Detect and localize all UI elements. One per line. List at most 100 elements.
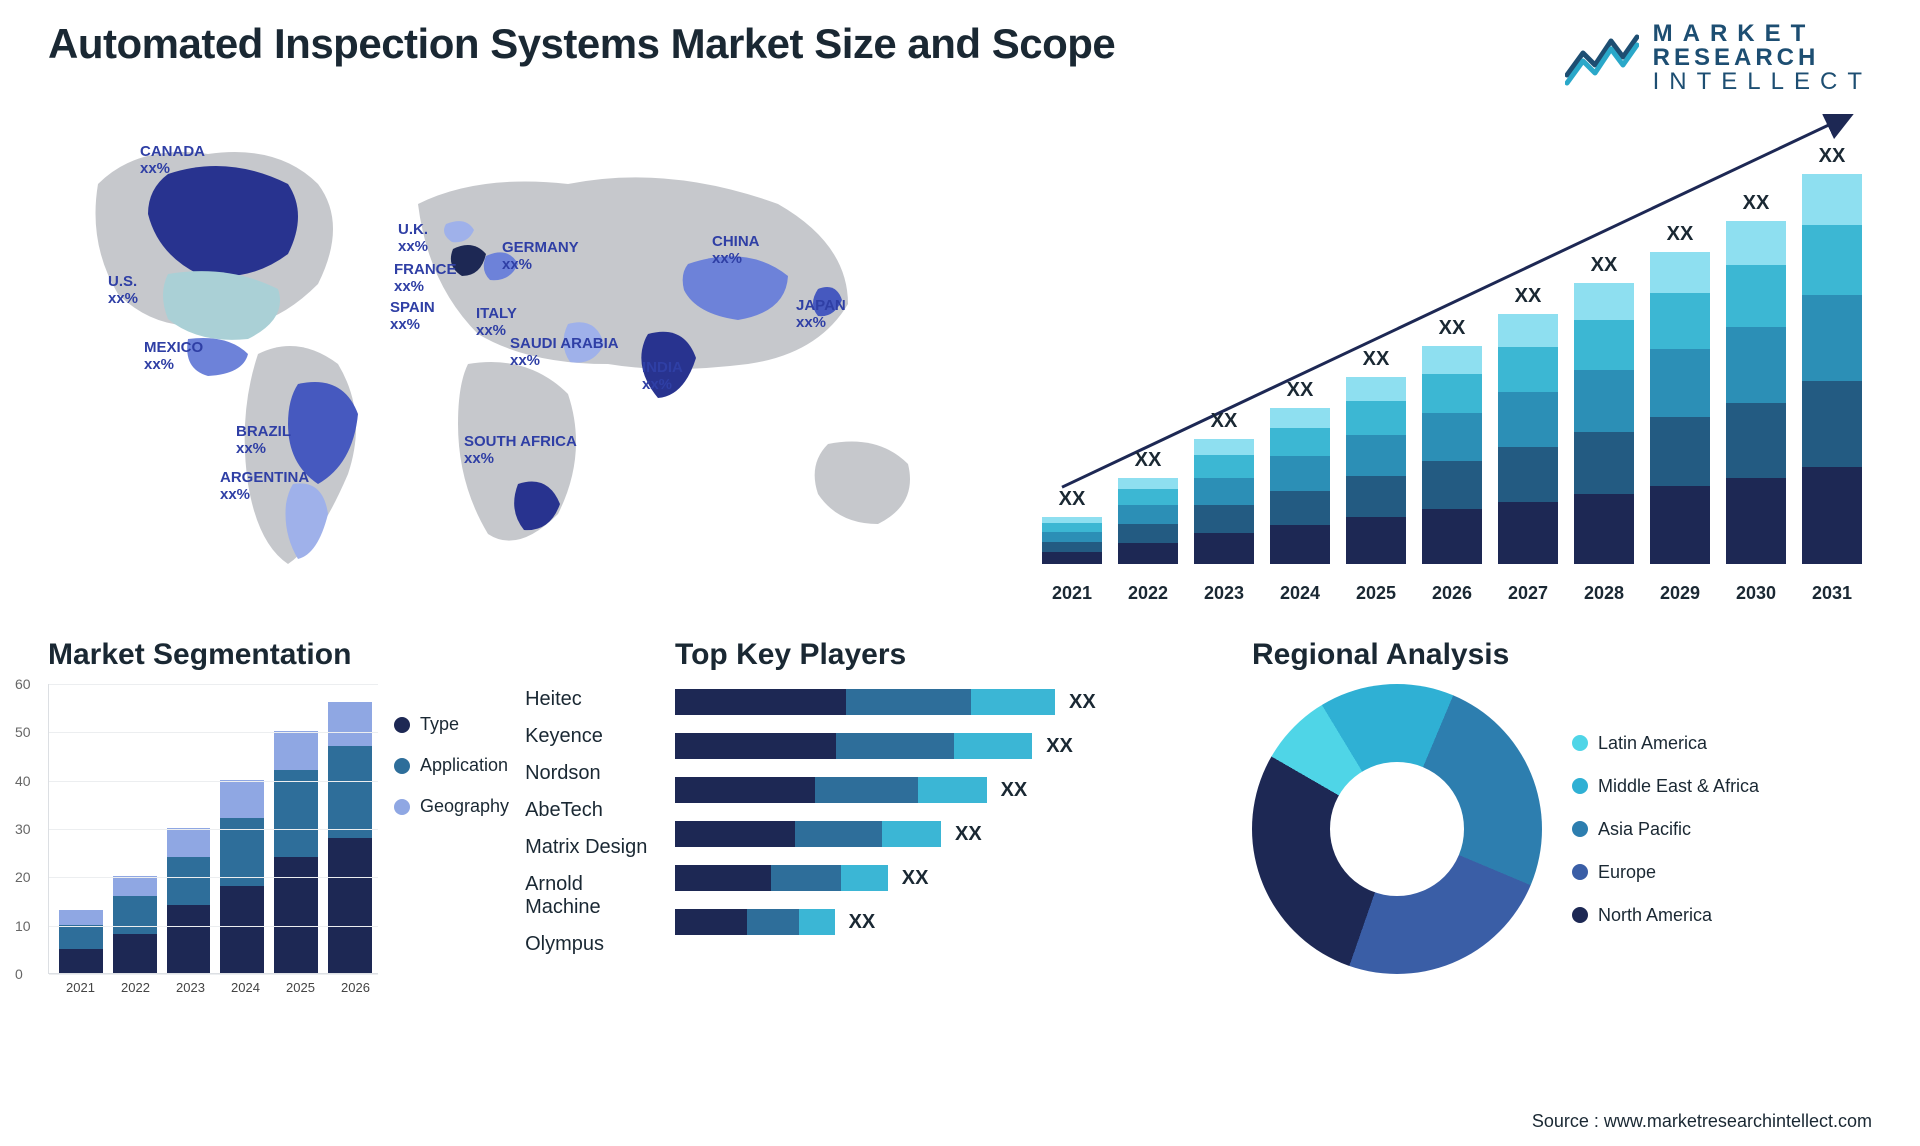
key-player-bar-seg [815,777,918,803]
key-player-bar-seg [954,733,1033,759]
forecast-bar-value-2022: XX [1135,449,1162,472]
forecast-xlabel-2029: 2029 [1650,583,1710,604]
key-player-value: XX [1069,691,1096,714]
forecast-bar-2025: XX [1346,348,1406,564]
legend-label: Geography [420,796,509,817]
forecast-xlabel-2022: 2022 [1118,583,1178,604]
map-label-japan: JAPANxx% [796,298,846,331]
forecast-bar-seg [1346,401,1406,435]
map-label-u-s-: U.S.xx% [108,274,138,307]
map-label-germany: GERMANYxx% [502,240,579,273]
forecast-bar-seg [1574,320,1634,371]
map-label-mexico: MEXICOxx% [144,340,203,373]
seg-bar-segment [113,934,157,973]
forecast-xlabel-2023: 2023 [1194,583,1254,604]
seg-xlabel-2021: 2021 [58,980,103,995]
legend-swatch [1572,907,1588,923]
key-player-bar-seg [675,689,846,715]
legend-label: Middle East & Africa [1598,776,1759,797]
forecast-bar-value-2028: XX [1591,254,1618,277]
key-player-bar-seg [882,821,941,847]
forecast-bar-seg [1726,265,1786,327]
company-list-item: AbeTech [525,799,658,822]
seg-ytick: 20 [15,869,31,885]
footer-source: Source : www.marketresearchintellect.com [1532,1111,1872,1132]
seg-ytick: 10 [15,918,31,934]
forecast-xlabel-2028: 2028 [1574,583,1634,604]
key-players-title: Top Key Players [675,638,1235,672]
seg-bar-2025 [274,731,318,973]
seg-bar-segment [59,949,103,973]
key-player-bar-seg [675,865,771,891]
seg-bar-2023 [167,828,211,973]
forecast-bar-seg [1270,491,1330,525]
legend-swatch [394,799,410,815]
map-label-canada: CANADAxx% [140,144,205,177]
seg-bar-segment [59,910,103,925]
key-player-bar [675,689,1055,715]
seg-gridline [49,829,378,830]
forecast-xlabel-2031: 2031 [1802,583,1862,604]
forecast-xlabel-2030: 2030 [1726,583,1786,604]
forecast-bar-seg [1042,532,1102,542]
forecast-bar-seg [1270,525,1330,564]
key-player-value: XX [849,911,876,934]
legend-label: Type [420,714,459,735]
forecast-bar-seg [1726,221,1786,266]
seg-gridline [49,732,378,733]
legend-swatch [1572,735,1588,751]
forecast-bar-2021: XX [1042,488,1102,564]
forecast-bar-value-2025: XX [1363,348,1390,371]
key-player-bar-seg [836,733,954,759]
key-player-bar [675,777,987,803]
brand-logo-line2: RESEARCH [1653,46,1872,70]
seg-xlabel-2023: 2023 [168,980,213,995]
seg-ytick: 60 [15,676,31,692]
segmentation-legend: Type Application Geography [394,684,509,995]
forecast-bar-seg [1346,377,1406,401]
seg-legend-item-application: Application [394,755,509,776]
forecast-bar-value-2030: XX [1743,192,1770,215]
seg-bar-segment [328,838,372,973]
seg-legend-item-geography: Geography [394,796,509,817]
regional-legend-item-middle-east-africa: Middle East & Africa [1572,776,1759,797]
forecast-bar-2031: XX [1802,145,1862,564]
forecast-xlabel-2026: 2026 [1422,583,1482,604]
forecast-bar-seg [1650,486,1710,564]
key-player-row-1: XX [675,728,1235,764]
seg-legend-item-type: Type [394,714,509,735]
forecast-bar-seg [1422,509,1482,564]
brand-logo-line3: INTELLECT [1653,70,1872,94]
legend-swatch [394,758,410,774]
forecast-bar-seg [1194,505,1254,532]
key-player-bar-seg [846,689,971,715]
key-player-bar-seg [675,909,747,935]
regional-legend-item-north-america: North America [1572,905,1759,926]
brand-logo-line1: MARKET [1653,22,1872,46]
forecast-bar-2027: XX [1498,285,1558,564]
regional-legend-item-europe: Europe [1572,862,1759,883]
brand-logo-mark [1565,29,1639,87]
legend-swatch [1572,864,1588,880]
seg-bar-segment [220,886,264,973]
company-list-item: Arnold Machine [525,873,658,919]
legend-swatch [1572,821,1588,837]
map-label-u-k-: U.K.xx% [398,222,428,255]
forecast-bar-seg [1194,439,1254,455]
map-label-saudi-arabia: SAUDI ARABIAxx% [510,336,619,369]
seg-ytick: 0 [15,966,23,982]
regional-legend-item-latin-america: Latin America [1572,733,1759,754]
forecast-bar-2030: XX [1726,192,1786,564]
segmentation-chart: 0102030405060 [48,684,378,974]
forecast-bar-seg [1650,417,1710,486]
seg-bar-segment [167,905,211,973]
regional-title: Regional Analysis [1252,638,1872,672]
company-list-item: Keyence [525,725,658,748]
forecast-bar-seg [1574,432,1634,494]
forecast-bar-seg [1118,505,1178,524]
forecast-bar-seg [1498,392,1558,447]
forecast-bar-seg [1650,293,1710,349]
key-player-bar-seg [675,777,815,803]
seg-xlabel-2026: 2026 [333,980,378,995]
forecast-bar-chart: XXXXXXXXXXXXXXXXXXXXXX 20212022202320242… [1022,114,1872,634]
